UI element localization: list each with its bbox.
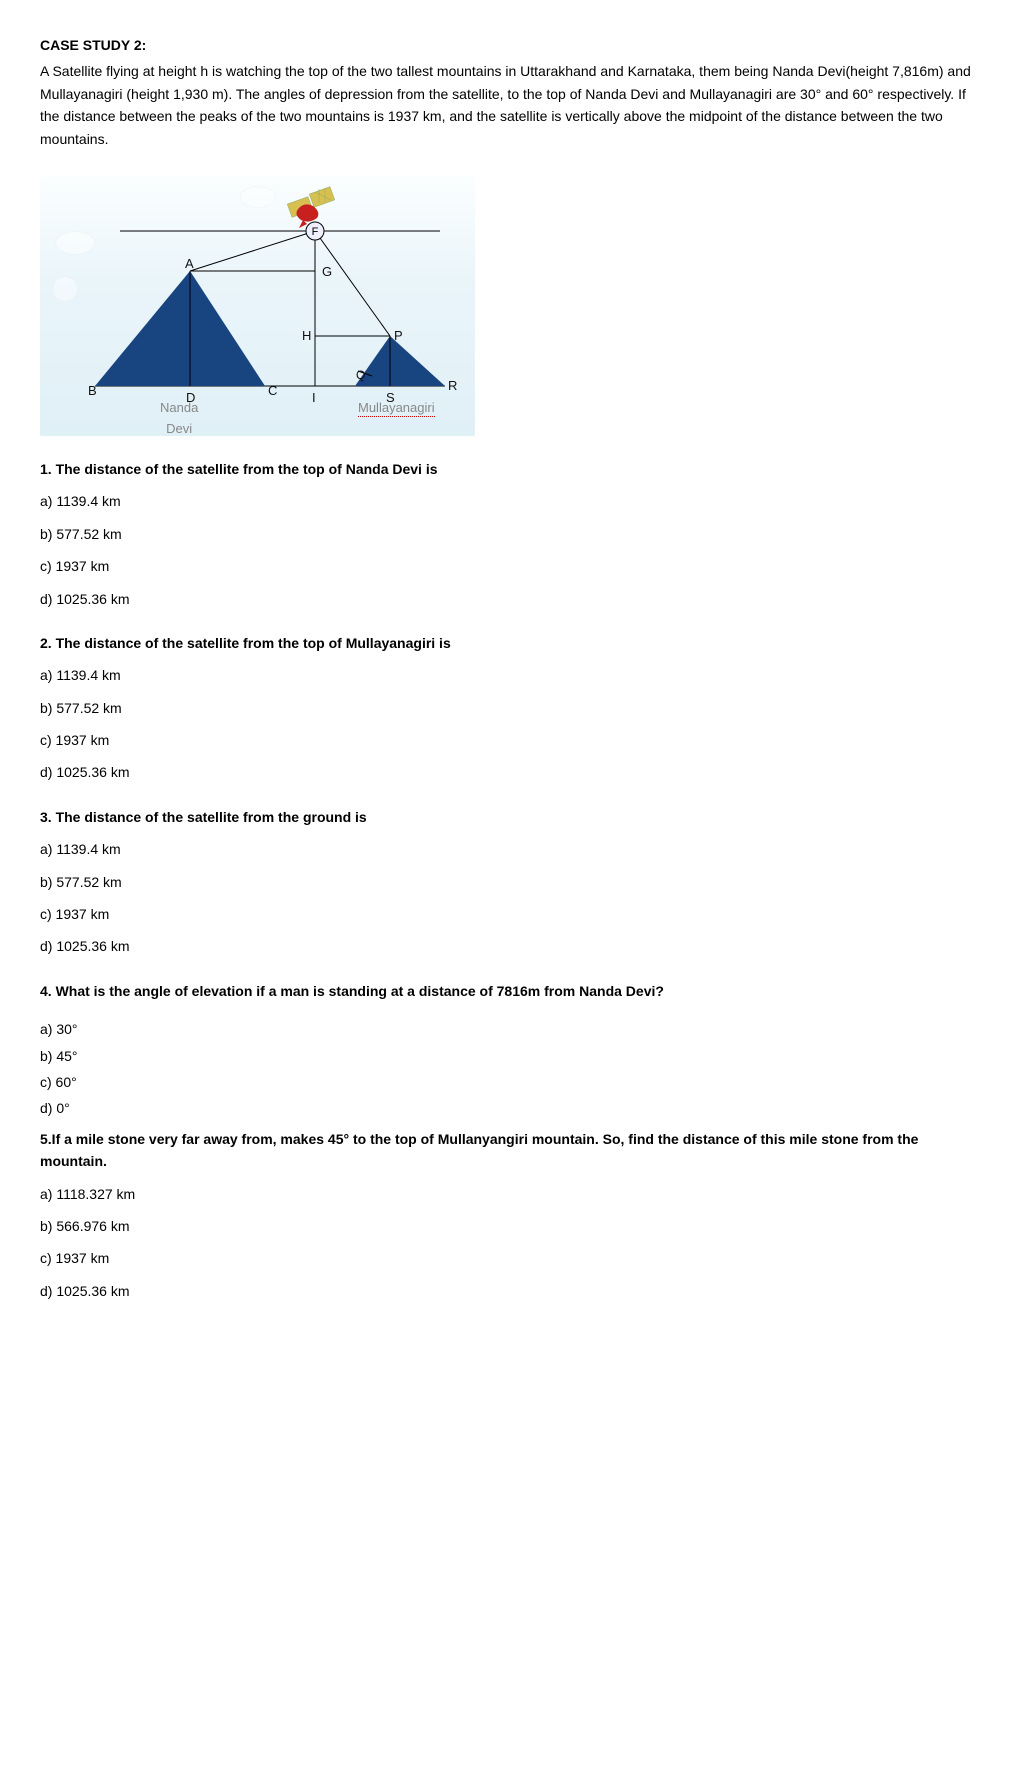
q4-option-a: a) 30° [40,1018,984,1040]
q2-option-b: b) 577.52 km [40,697,984,719]
figure-label-H: H [302,326,311,347]
figure-label-R: R [448,376,457,397]
q3-option-c: c) 1937 km [40,903,984,925]
svg-text:F: F [312,226,319,238]
figure-label-C: C [268,381,277,402]
figure-label-I: I [312,388,316,409]
figure-label-Q: Q [356,366,365,385]
q2-option-a: a) 1139.4 km [40,664,984,686]
q3-option-b: b) 577.52 km [40,871,984,893]
case-study-figure: F A B C D G H I P Q R S Nanda Devi Mulla… [40,176,475,436]
figure-label-B: B [88,381,97,402]
case-study-body: A Satellite flying at height h is watchi… [40,60,984,150]
q5-option-a: a) 1118.327 km [40,1183,984,1205]
q1-text: 1. The distance of the satellite from th… [40,458,984,480]
q5-option-b: b) 566.976 km [40,1215,984,1237]
q3-option-a: a) 1139.4 km [40,838,984,860]
q1-option-a: a) 1139.4 km [40,490,984,512]
q5-text: 5.If a mile stone very far away from, ma… [40,1128,984,1173]
figure-label-A: A [185,254,194,275]
q2-text: 2. The distance of the satellite from th… [40,632,984,654]
q1-option-d: d) 1025.36 km [40,588,984,610]
q4-text: 4. What is the angle of elevation if a m… [40,980,984,1002]
q2-option-d: d) 1025.36 km [40,761,984,783]
figure-name-mullay: Mullayanagiri [358,398,435,419]
q3-option-d: d) 1025.36 km [40,935,984,957]
q5-option-d: d) 1025.36 km [40,1280,984,1302]
q1-option-c: c) 1937 km [40,555,984,577]
q4-option-d: d) 0° [40,1097,984,1119]
figure-name-nanda: Nanda Devi [160,398,198,436]
figure-label-P: P [394,326,403,347]
q5-option-c: c) 1937 km [40,1247,984,1269]
q3-text: 3. The distance of the satellite from th… [40,806,984,828]
case-study-heading: CASE STUDY 2: [40,34,984,56]
figure-svg: F [40,176,475,436]
q1-option-b: b) 577.52 km [40,523,984,545]
q4-option-b: b) 45° [40,1045,984,1067]
figure-label-G: G [322,262,332,283]
q2-option-c: c) 1937 km [40,729,984,751]
q4-option-c: c) 60° [40,1071,984,1093]
